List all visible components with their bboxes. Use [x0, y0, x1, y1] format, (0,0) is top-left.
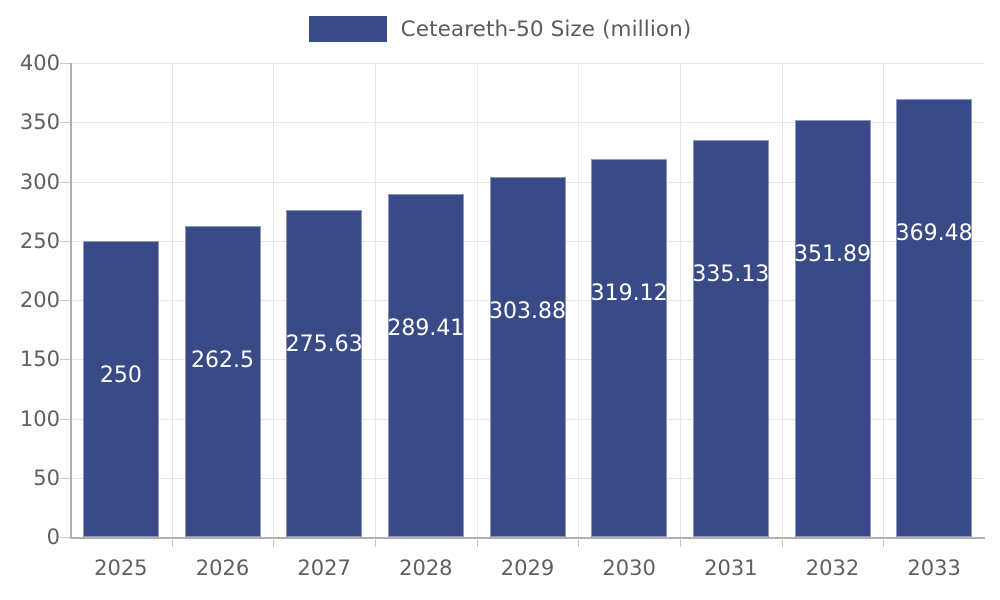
x-axis-tick-mark: [782, 538, 783, 547]
y-axis-tick-label: 50: [33, 465, 60, 490]
gridline-vertical: [680, 63, 681, 537]
y-axis-tick-label: 350: [19, 110, 60, 135]
x-axis-tick-mark: [273, 538, 274, 547]
x-axis-tick-mark: [680, 538, 681, 547]
gridline-vertical: [782, 63, 783, 537]
bar[interactable]: [692, 139, 769, 537]
gridline-vertical: [172, 63, 173, 537]
gridline-vertical: [375, 63, 376, 537]
chart-legend: Ceteareth-50 Size (million): [0, 12, 1000, 46]
y-axis-tick-label: 300: [19, 169, 60, 194]
legend-label-ceteareth-50: Ceteareth-50 Size (million): [400, 16, 692, 42]
y-axis-spine: [70, 63, 72, 538]
y-axis-tick-label: 150: [19, 347, 60, 372]
y-axis-tick-mark: [60, 477, 70, 479]
x-axis-tick-mark: [578, 538, 579, 547]
y-axis-tick-label: 400: [19, 51, 60, 75]
gridline-horizontal: [70, 122, 985, 124]
x-axis-tick-label: 2026: [195, 556, 250, 580]
y-axis-tick-mark: [60, 63, 70, 64]
legend-swatch-ceteareth-50: [308, 16, 387, 42]
bar[interactable]: [82, 240, 159, 537]
y-axis-tick-label: 100: [19, 406, 60, 431]
bar[interactable]: [489, 176, 566, 537]
gridline-vertical: [477, 63, 478, 537]
y-axis-tick-label: 250: [19, 228, 60, 253]
x-axis-tick-label: 2033: [907, 556, 961, 580]
x-axis-tick-label: 2032: [805, 556, 860, 580]
x-axis-spine: [70, 537, 985, 539]
x-axis-tick-mark: [172, 538, 173, 547]
x-axis-tick-label: 2027: [297, 556, 351, 580]
bar[interactable]: [387, 194, 464, 537]
y-axis-tick-mark: [60, 359, 70, 361]
gridline-vertical: [273, 63, 274, 537]
y-axis-tick-label: 200: [19, 288, 60, 312]
bar[interactable]: [794, 120, 871, 537]
y-axis-tick-mark: [60, 122, 70, 124]
bar[interactable]: [286, 210, 363, 537]
x-axis-tick-mark: [883, 538, 884, 547]
gridline-vertical: [578, 63, 579, 537]
gridline-horizontal: [70, 63, 985, 64]
x-axis-tick-label: 2031: [704, 556, 758, 580]
bar[interactable]: [896, 99, 973, 537]
y-axis-tick-mark: [60, 181, 70, 183]
bar[interactable]: [184, 225, 261, 537]
y-axis-tick-mark: [60, 300, 70, 301]
y-axis-tick-mark: [60, 537, 70, 538]
y-axis-tick-label: 0: [46, 525, 60, 549]
x-axis-tick-mark: [477, 538, 478, 547]
gridline-vertical: [883, 63, 884, 537]
x-axis-tick-label: 2025: [94, 556, 148, 580]
bar[interactable]: [591, 158, 668, 537]
x-axis-tick-label: 2028: [399, 556, 453, 580]
plot-area: 250 262.5 275.63 289.41 303.88 319.12 335.13 35…: [70, 63, 985, 538]
y-axis-tick-mark: [60, 418, 70, 420]
x-axis-tick-label: 2029: [500, 556, 555, 580]
x-axis-tick-label: 2030: [602, 556, 656, 580]
x-axis-tick-mark: [375, 538, 376, 547]
y-axis-tick-mark: [60, 240, 70, 242]
